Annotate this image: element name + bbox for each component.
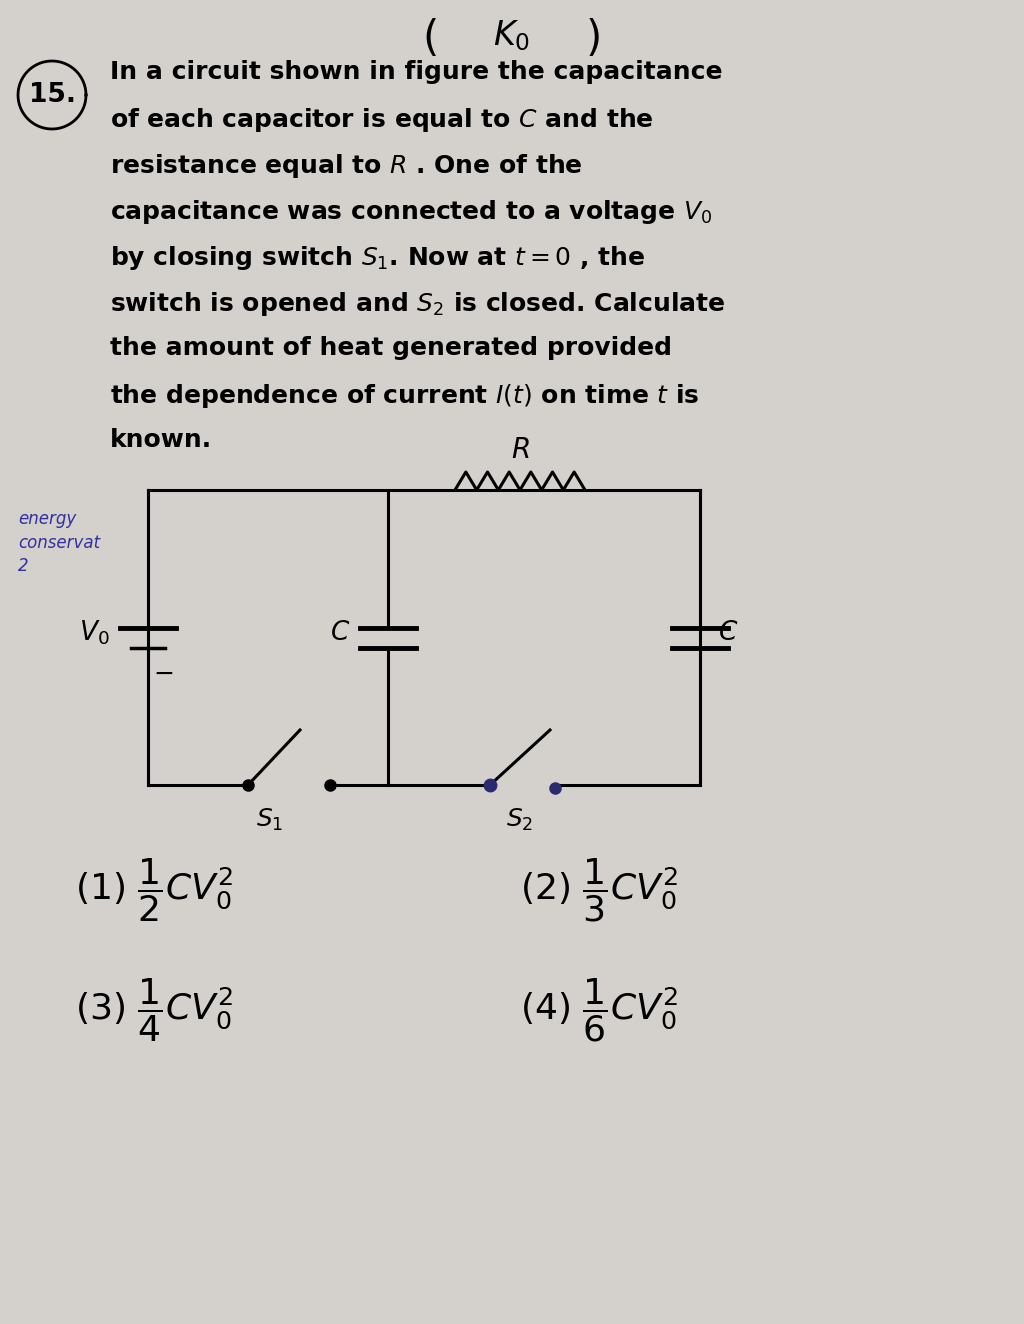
Text: $K_0$: $K_0$ xyxy=(494,19,530,53)
Text: $S_2$: $S_2$ xyxy=(507,808,534,833)
Text: by closing switch $S_1$. Now at $t = 0$ , the: by closing switch $S_1$. Now at $t = 0$ … xyxy=(110,244,645,271)
Text: known.: known. xyxy=(110,428,212,451)
Text: $(3)\ \dfrac{1}{4}CV_0^2$: $(3)\ \dfrac{1}{4}CV_0^2$ xyxy=(75,976,233,1043)
Text: switch is opened and $S_2$ is closed. Calculate: switch is opened and $S_2$ is closed. Ca… xyxy=(110,290,725,318)
Text: $S_1$: $S_1$ xyxy=(256,808,284,833)
Text: ): ) xyxy=(586,19,602,60)
Text: of each capacitor is equal to $C$ and the: of each capacitor is equal to $C$ and th… xyxy=(110,106,653,134)
Text: $C$: $C$ xyxy=(330,620,350,646)
Text: $(4)\ \dfrac{1}{6}CV_0^2$: $(4)\ \dfrac{1}{6}CV_0^2$ xyxy=(520,976,679,1043)
Text: $R$: $R$ xyxy=(511,436,529,463)
Text: $(2)\ \dfrac{1}{3}CV_0^2$: $(2)\ \dfrac{1}{3}CV_0^2$ xyxy=(520,857,679,924)
Text: $-$: $-$ xyxy=(153,661,173,685)
Text: $C$: $C$ xyxy=(718,620,738,646)
Text: 15.: 15. xyxy=(29,82,76,109)
Text: (: ( xyxy=(422,19,438,60)
Text: $(1)\ \dfrac{1}{2}CV_0^2$: $(1)\ \dfrac{1}{2}CV_0^2$ xyxy=(75,857,233,924)
Text: energy
conservat
2: energy conservat 2 xyxy=(18,510,100,575)
Text: the amount of heat generated provided: the amount of heat generated provided xyxy=(110,336,672,360)
Text: the dependence of current $I(t)$ on time $t$ is: the dependence of current $I(t)$ on time… xyxy=(110,383,699,410)
Text: resistance equal to $R$ . One of the: resistance equal to $R$ . One of the xyxy=(110,152,583,180)
Text: capacitance was connected to a voltage $V_0$: capacitance was connected to a voltage $… xyxy=(110,199,712,226)
Text: $V_0$: $V_0$ xyxy=(80,618,110,646)
Text: In a circuit shown in figure the capacitance: In a circuit shown in figure the capacit… xyxy=(110,60,723,83)
